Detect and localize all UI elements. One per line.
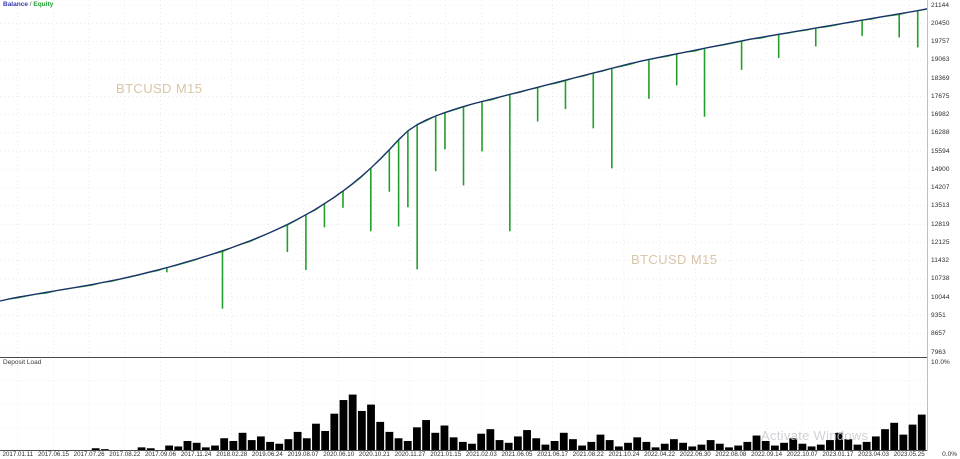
deposit-load-plot [0,357,927,451]
deposit-load-label: Deposit Load [3,359,42,366]
date-axis-tick: 2021.06.05 [501,451,533,458]
value-axis-tick: 11432 [931,257,950,265]
date-axis-tick: 2017.08.22 [109,451,141,458]
value-axis-tick: 12819 [931,220,950,228]
chart-legend: Balance / Equity [3,1,53,9]
value-axis-tick: 20450 [931,19,950,27]
date-axis-tick: 2021.08.22 [572,451,604,458]
date-axis-tick: 2019.06.24 [251,451,283,458]
date-axis-tick: 2020.06.10 [323,451,355,458]
value-axis-tick: 7963 [931,348,946,356]
value-axis-tick: 16982 [931,111,950,119]
deposit-load-chart[interactable] [0,357,927,451]
legend-separator: / [27,1,34,8]
date-axis-tick: 2021.10.24 [608,451,640,458]
date-axis-tick: 2017.11.24 [180,451,212,458]
legend-balance-label: Balance [3,1,28,8]
value-axis-tick: 19063 [931,56,950,64]
date-axis-tick: 2017.01.11 [2,451,34,458]
date-axis-tick: 2023.04.03 [858,451,889,458]
value-axis-tick: 13513 [931,202,950,210]
value-axis-tick: 10044 [931,293,950,301]
balance-equity-plot [0,0,927,357]
date-axis[interactable]: 2017.01.11 2017.06.15 2017.07.26 2017.08.22… [0,451,927,459]
value-axis-tick: 18369 [931,74,950,82]
value-axis-tick: 10738 [931,275,950,283]
value-axis-tick: 16288 [931,129,950,137]
date-axis-tick: 2021.01.15 [430,451,462,458]
value-axis-tick: 14900 [931,165,950,173]
date-axis-tick: 2023.01.17 [822,451,854,458]
date-axis-tick: 2020.11.27 [394,451,426,458]
value-axis-tick: 15594 [931,147,950,155]
date-axis-tick: 2021.06.17 [537,451,569,458]
value-axis-tick: 9351 [931,311,946,319]
date-axis-tick: 2018.02.28 [216,451,248,458]
date-axis-tick: 2017.06.15 [37,451,69,458]
date-axis-tick: 2022.10.07 [786,451,818,458]
date-axis-tick: 2017.09.06 [144,451,176,458]
date-axis-tick: 2022.04.22 [644,451,676,458]
value-axis[interactable]: 21144 20450 19757 19063 18369 17675 16982 16288… [927,0,960,451]
date-axis-tick: 2020.10.21 [358,451,390,458]
date-axis-tick: 2022.09.14 [751,451,783,458]
value-axis-tick: 12125 [931,238,950,246]
value-axis-tick: 19757 [931,38,950,46]
date-axis-tick: 2019.08.07 [287,451,319,458]
value-axis-tick: 8657 [931,330,946,338]
deposit-load-top-pct: 10.0% [931,359,950,366]
date-axis-tick: 2023.05.25 [893,451,925,458]
value-axis-tick: 17675 [931,92,950,100]
legend-equity-label: Equity [33,1,54,8]
date-axis-tick: 2022.06.30 [679,451,711,458]
balance-equity-chart[interactable] [0,0,927,357]
date-axis-tick: 2021.02.03 [465,451,497,458]
value-axis-tick: 21144 [931,1,950,9]
value-axis-tick: 14207 [931,184,950,192]
panel-divider-top [0,357,927,358]
panel-divider-bottom [0,450,927,451]
date-axis-tick: 2017.07.26 [73,451,105,458]
date-axis-tick: 2022.08.08 [715,451,747,458]
deposit-load-zero-pct: 0.0% [942,451,957,458]
